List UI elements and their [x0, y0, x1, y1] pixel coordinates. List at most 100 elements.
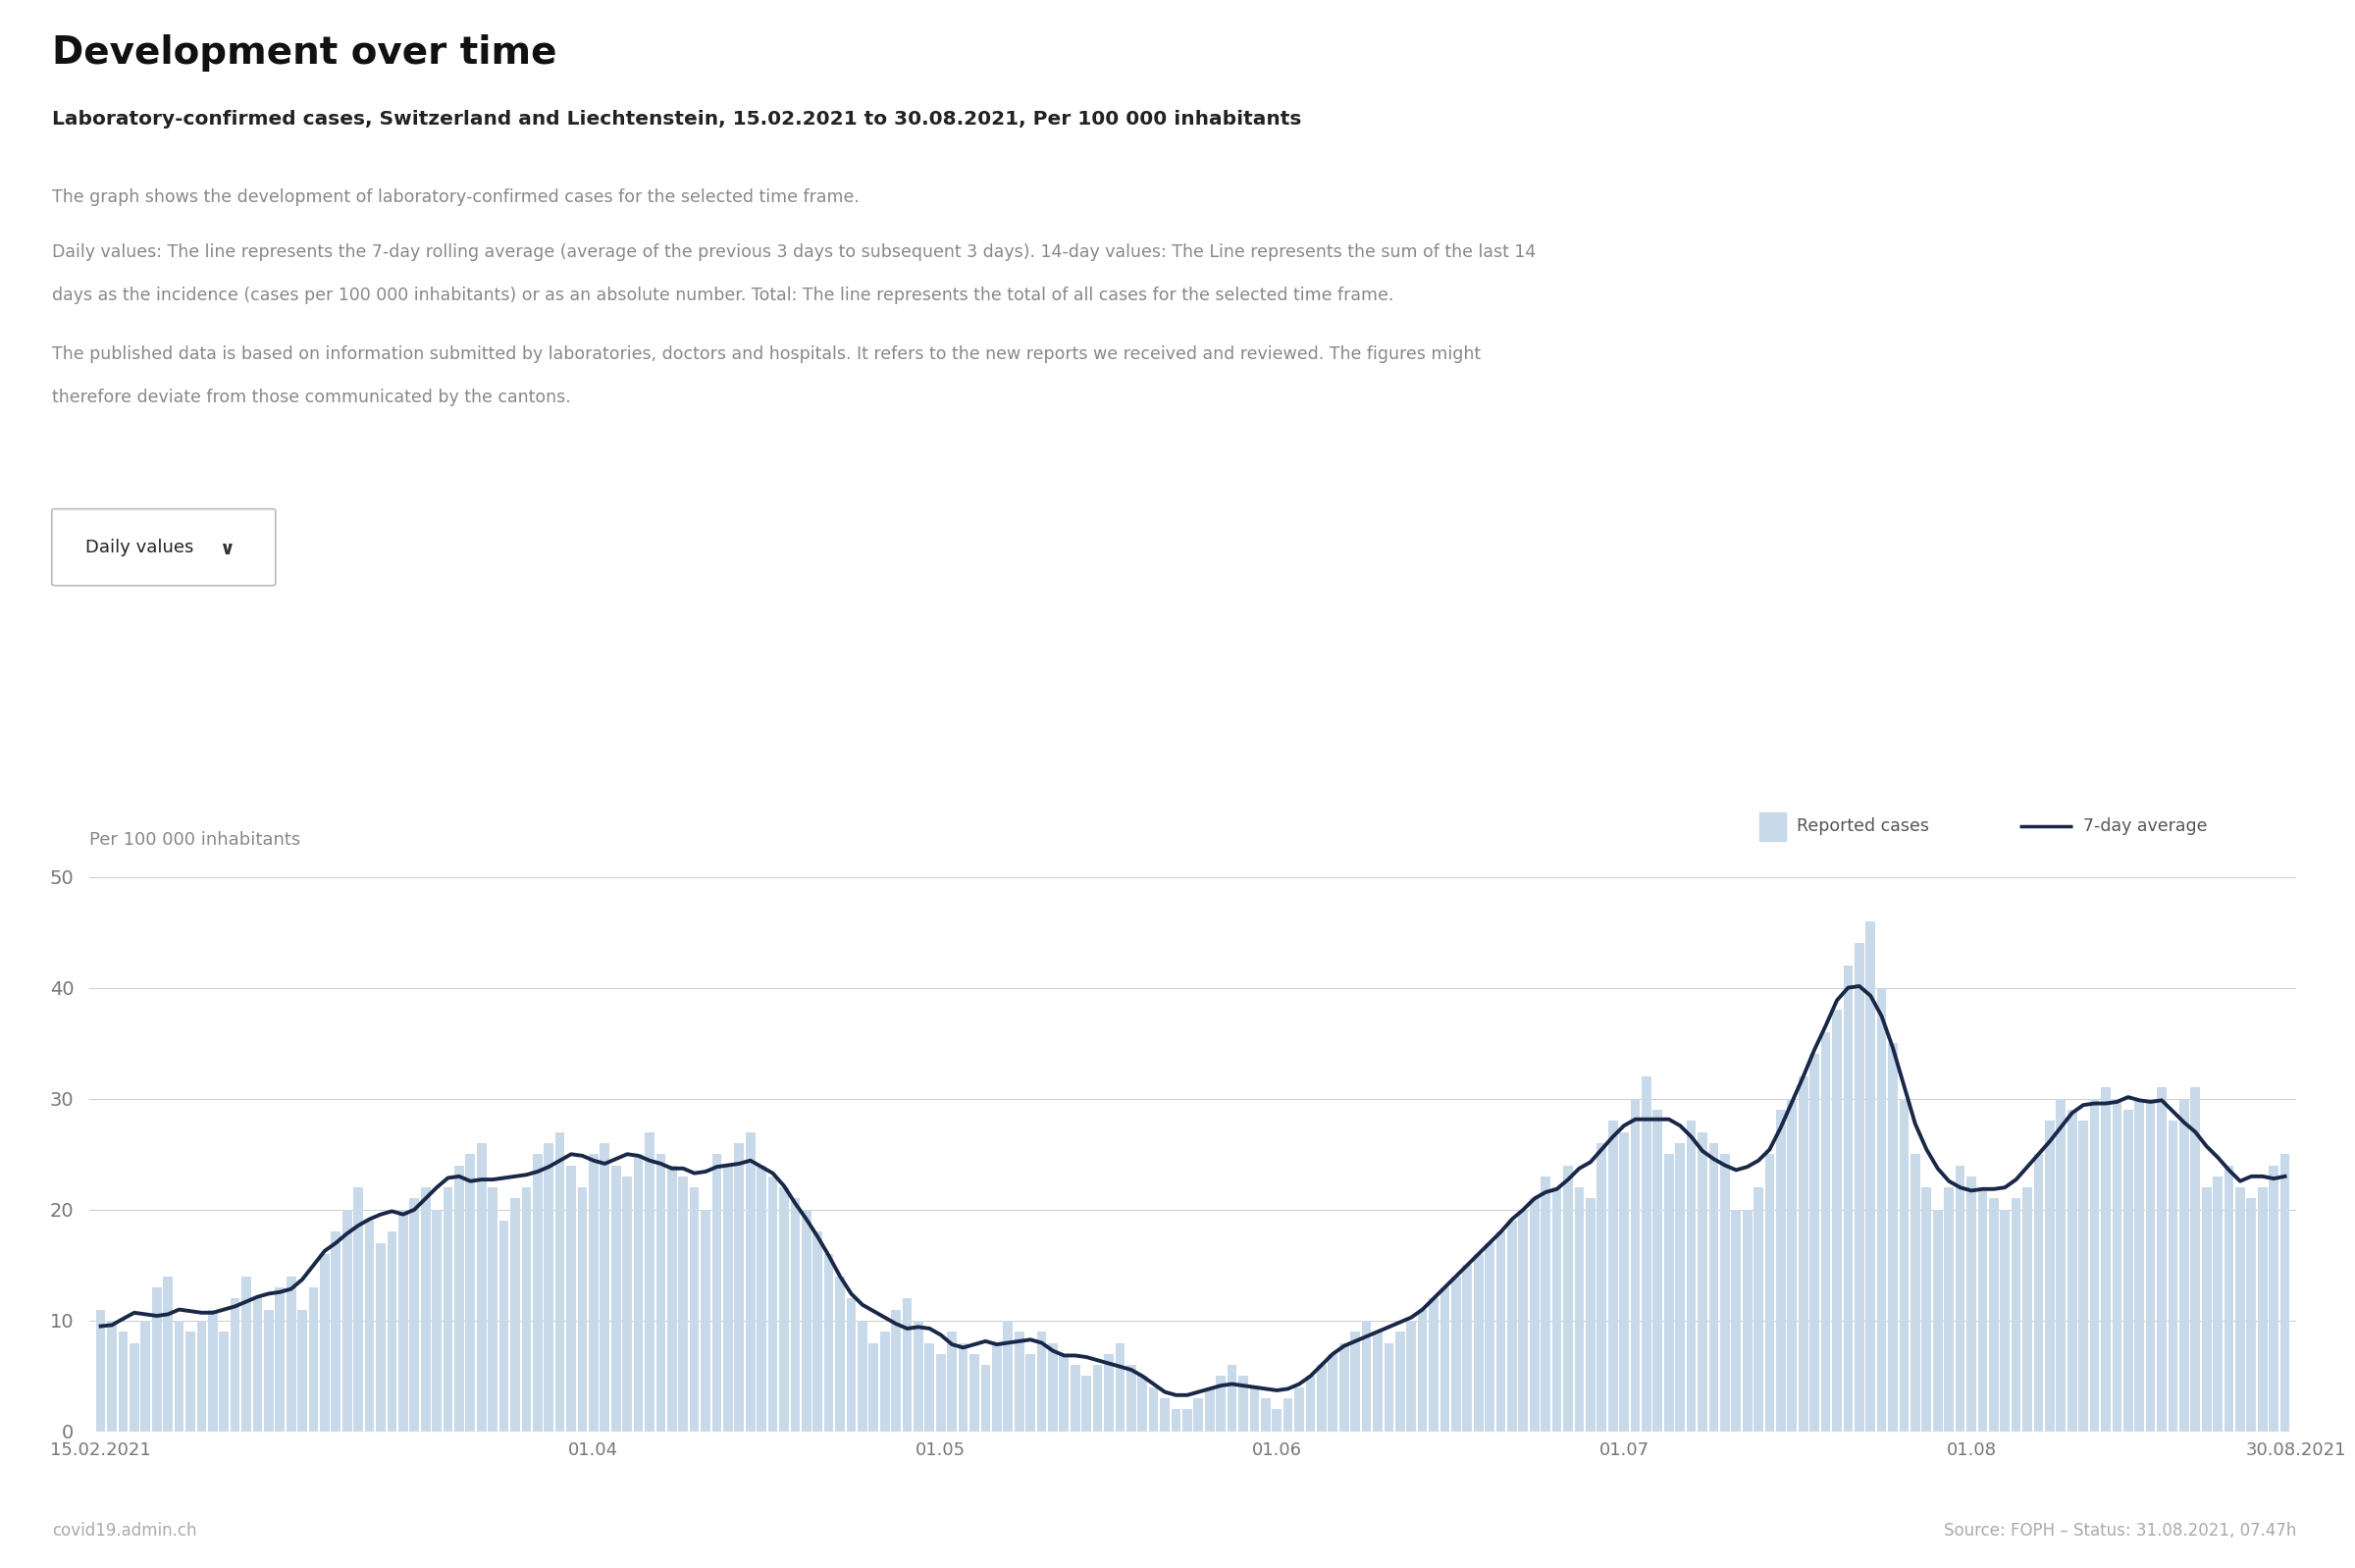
Text: Laboratory-confirmed cases, Switzerland and Liechtenstein, 15.02.2021 to 30.08.2: Laboratory-confirmed cases, Switzerland …	[52, 110, 1302, 129]
Bar	[1922, 1187, 1931, 1432]
Bar	[690, 1187, 699, 1432]
Bar	[2178, 1099, 2188, 1432]
Bar	[1349, 1331, 1359, 1432]
Bar	[1665, 1154, 1674, 1432]
Bar	[1272, 1410, 1281, 1432]
Bar	[1406, 1320, 1415, 1432]
Bar	[2124, 1110, 2134, 1432]
Bar	[1519, 1209, 1528, 1432]
Bar	[1945, 1187, 1955, 1432]
Bar	[2068, 1110, 2077, 1432]
Bar	[601, 1143, 610, 1432]
Bar	[1990, 1198, 1999, 1432]
Text: 7-day average: 7-day average	[2084, 817, 2207, 836]
Bar	[1759, 812, 1787, 840]
Bar	[2223, 1165, 2233, 1432]
Bar	[297, 1309, 306, 1432]
Bar	[666, 1165, 676, 1432]
Bar	[622, 1176, 631, 1432]
Bar	[2169, 1121, 2178, 1432]
Bar	[1295, 1388, 1305, 1432]
Bar	[499, 1221, 509, 1432]
Bar	[1015, 1331, 1024, 1432]
Text: The published data is based on information submitted by laboratories, doctors an: The published data is based on informati…	[52, 345, 1481, 362]
Bar	[1630, 1099, 1639, 1432]
Bar	[1764, 1154, 1773, 1432]
Bar	[1161, 1399, 1170, 1432]
Bar	[141, 1320, 151, 1432]
Bar	[1394, 1331, 1406, 1432]
FancyBboxPatch shape	[52, 510, 276, 585]
Bar	[711, 1154, 721, 1432]
Bar	[723, 1165, 732, 1432]
Bar	[735, 1143, 744, 1432]
Bar	[1474, 1254, 1484, 1432]
Bar	[812, 1232, 822, 1432]
Bar	[1710, 1143, 1719, 1432]
Bar	[1820, 1032, 1830, 1432]
Bar	[2258, 1187, 2268, 1432]
Bar	[612, 1165, 622, 1432]
Bar	[1116, 1342, 1126, 1432]
Text: Daily values: Daily values	[85, 538, 193, 557]
Text: The graph shows the development of laboratory-confirmed cases for the selected t: The graph shows the development of labor…	[52, 188, 860, 205]
Bar	[443, 1187, 452, 1432]
Bar	[926, 1342, 935, 1432]
Bar	[1239, 1377, 1248, 1432]
Bar	[332, 1232, 341, 1432]
Bar	[1439, 1287, 1451, 1432]
Bar	[365, 1221, 374, 1432]
Bar	[1540, 1176, 1550, 1432]
Bar	[2214, 1176, 2223, 1432]
Bar	[1451, 1276, 1460, 1432]
Bar	[2268, 1165, 2280, 1432]
Bar	[287, 1276, 297, 1432]
Bar	[2235, 1187, 2244, 1432]
Bar	[1093, 1366, 1102, 1432]
Bar	[174, 1320, 184, 1432]
Bar	[264, 1309, 273, 1432]
Bar	[633, 1154, 643, 1432]
Bar	[276, 1287, 285, 1432]
Bar	[881, 1331, 890, 1432]
Bar	[1910, 1154, 1919, 1432]
Bar	[1698, 1132, 1707, 1432]
Text: days as the incidence (cases per 100 000 inhabitants) or as an absolute number. : days as the incidence (cases per 100 000…	[52, 287, 1394, 304]
Bar	[1328, 1353, 1338, 1432]
Bar	[2202, 1187, 2211, 1432]
Bar	[1182, 1410, 1192, 1432]
Bar	[97, 1309, 106, 1432]
Text: covid19.admin.ch: covid19.admin.ch	[52, 1523, 195, 1540]
Bar	[1060, 1353, 1069, 1432]
Bar	[2056, 1099, 2065, 1432]
Text: Source: FOPH – Status: 31.08.2021, 07.47h: Source: FOPH – Status: 31.08.2021, 07.47…	[1943, 1523, 2296, 1540]
Bar	[2134, 1099, 2143, 1432]
Bar	[857, 1320, 867, 1432]
Bar	[2011, 1198, 2021, 1432]
Bar	[231, 1298, 240, 1432]
Bar	[1373, 1331, 1382, 1432]
Bar	[1531, 1198, 1540, 1432]
Bar	[756, 1165, 765, 1432]
Bar	[902, 1298, 911, 1432]
Bar	[353, 1187, 363, 1432]
Bar	[824, 1254, 834, 1432]
Bar	[410, 1198, 419, 1432]
Bar	[1316, 1366, 1326, 1432]
Bar	[130, 1342, 139, 1432]
Bar	[1126, 1366, 1135, 1432]
Bar	[1844, 966, 1853, 1432]
Bar	[1754, 1187, 1764, 1432]
Bar	[341, 1209, 351, 1432]
Text: Reported cases: Reported cases	[1797, 817, 1929, 836]
Bar	[1799, 1077, 1809, 1432]
Bar	[532, 1154, 542, 1432]
Bar	[1170, 1410, 1180, 1432]
Bar	[1486, 1243, 1495, 1432]
Bar	[162, 1276, 172, 1432]
Bar	[836, 1276, 845, 1432]
Bar	[1206, 1388, 1215, 1432]
Bar	[309, 1287, 318, 1432]
Bar	[890, 1309, 900, 1432]
Bar	[577, 1187, 586, 1432]
